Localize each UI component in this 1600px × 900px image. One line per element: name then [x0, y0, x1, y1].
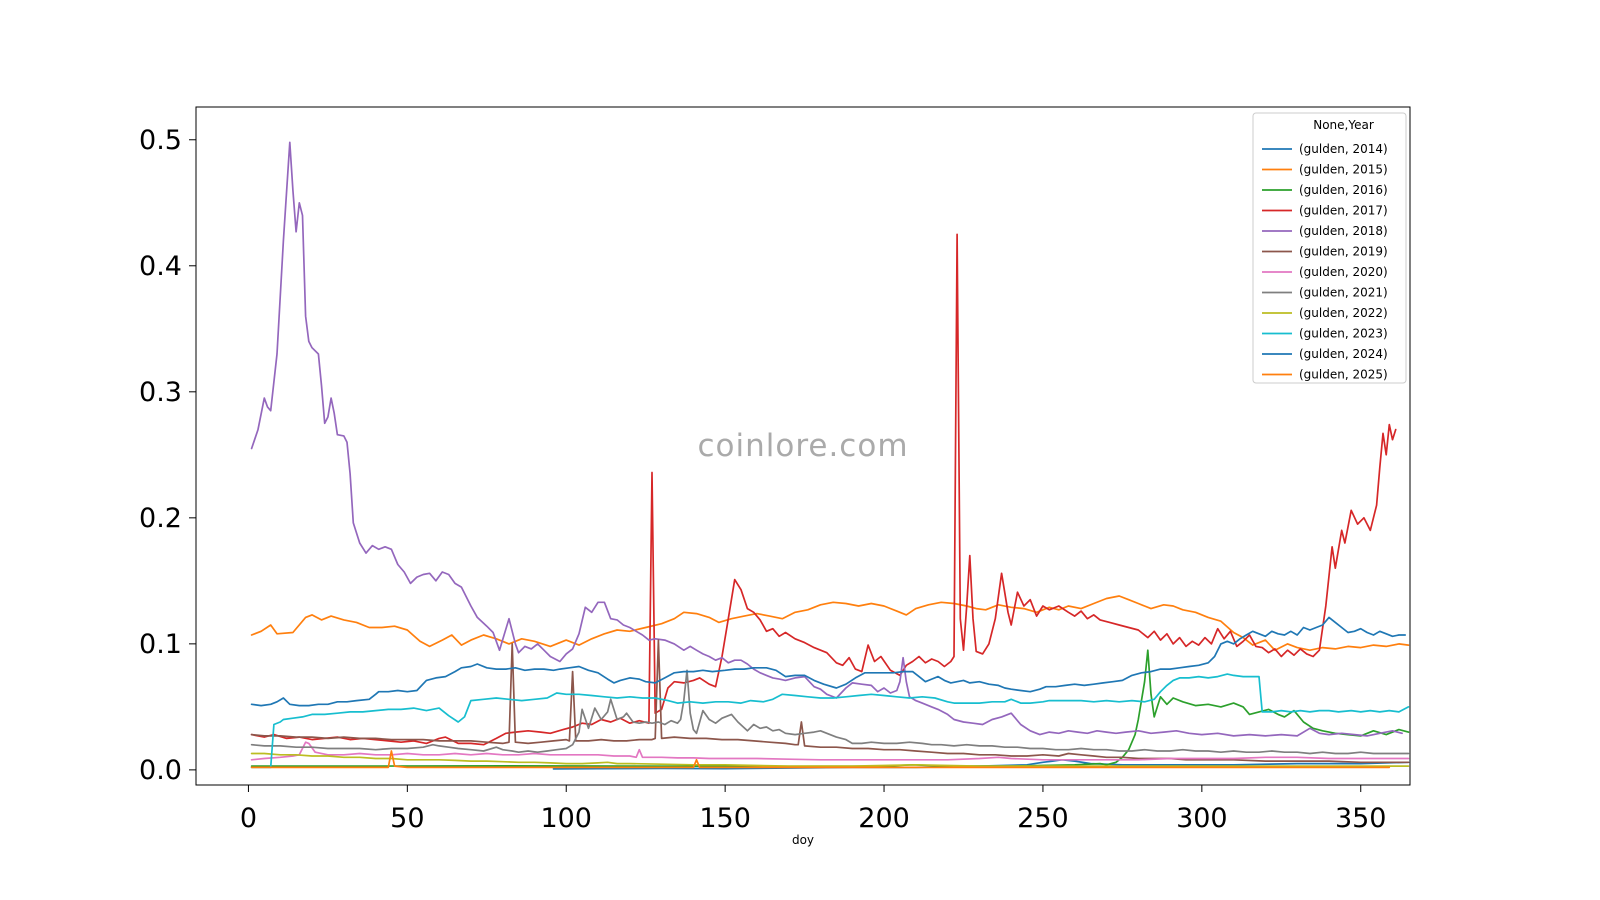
plot-border — [195, 106, 1411, 786]
x-tick-label: 350 — [1335, 803, 1387, 834]
x-tick-label: 300 — [1176, 803, 1228, 834]
series-line-gulden-2021 — [250, 669, 1410, 755]
series-line-gulden-2024 — [250, 616, 1407, 707]
legend-entry-label: (gulden, 2017) — [1299, 204, 1388, 218]
y-tick-label: 0.5 — [139, 125, 182, 156]
y-tick-label: 0.0 — [139, 755, 182, 786]
legend-box — [1252, 112, 1407, 384]
legend-title: None,Year — [1313, 118, 1374, 132]
series-line-gulden-2023 — [250, 673, 1410, 769]
x-tick-label: 100 — [540, 803, 592, 834]
legend-entry-label: (gulden, 2024) — [1299, 347, 1388, 361]
legend-entry-label: (gulden, 2021) — [1299, 286, 1388, 300]
x-tick-label: 250 — [1017, 803, 1069, 834]
legend-entry-label: (gulden, 2019) — [1299, 245, 1388, 259]
legend-entry-label: (gulden, 2020) — [1299, 265, 1388, 279]
legend: None,Year (gulden, 2014) (gulden, 2015) (gu… — [1252, 112, 1407, 384]
legend-entry-label: (gulden, 2015) — [1299, 163, 1388, 177]
x-tick-label: 50 — [390, 803, 424, 834]
legend-entry-label: (gulden, 2025) — [1299, 368, 1388, 382]
series-line-gulden-2014 — [552, 758, 1410, 770]
series-line-gulden-2017 — [250, 233, 1397, 746]
y-tick-label: 0.2 — [139, 503, 182, 534]
series-line-gulden-2016 — [250, 649, 1410, 768]
series-line-gulden-2018 — [250, 141, 1403, 737]
legend-entry-label: (gulden, 2016) — [1299, 183, 1388, 197]
legend-entry-label: (gulden, 2014) — [1299, 142, 1388, 156]
x-tick-label: 200 — [858, 803, 910, 834]
series-line-gulden-2025 — [250, 750, 1391, 769]
series-line-gulden-2022 — [250, 752, 1410, 767]
y-tick-label: 0.1 — [139, 629, 182, 660]
legend-entry-label: (gulden, 2023) — [1299, 327, 1388, 341]
y-tick-label: 0.4 — [139, 251, 182, 282]
x-axis-label: doy — [792, 833, 814, 847]
watermark: coinlore.com — [697, 428, 908, 464]
y-tick-label: 0.3 — [139, 377, 182, 408]
series-line-gulden-2019 — [250, 639, 1410, 764]
series-layer — [250, 141, 1410, 770]
series-line-gulden-2020 — [250, 741, 1410, 761]
legend-entry-label: (gulden, 2018) — [1299, 224, 1388, 238]
legend-entry-label: (gulden, 2022) — [1299, 306, 1388, 320]
axes-layer: 0 50 100 150 200 250 300 350 0.0 0.1 0.2 0.3 0.4 0.5 — [139, 106, 1411, 834]
x-tick-label: 150 — [699, 803, 751, 834]
series-line-gulden-2015 — [250, 595, 1410, 652]
x-tick-label: 0 — [240, 803, 257, 834]
